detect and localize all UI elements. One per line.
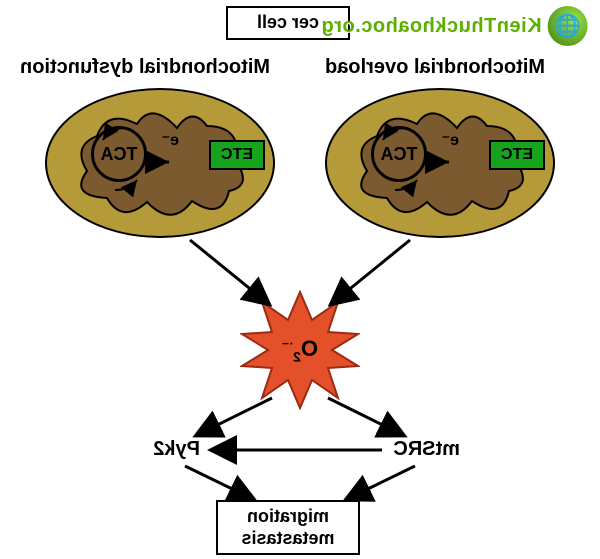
mito-right-title: Mitochondrial dysfunction — [20, 56, 270, 79]
outcome-line1: migration — [228, 506, 348, 528]
electron-label-left: e⁻ — [442, 130, 459, 150]
mito-left-title: Mitochondrial overload — [325, 56, 545, 79]
outcome-line2: metastasis — [228, 528, 348, 550]
superoxide-label: O2·− — [240, 290, 360, 410]
arrows — [0, 0, 600, 559]
etc-tag-right: ETC — [209, 140, 265, 170]
tca-cycle-left: TCA — [371, 126, 427, 182]
watermark-text: KienThuckhoahoc.org — [321, 15, 542, 38]
mito-right: TCA e⁻ ETC — [45, 88, 275, 238]
tca-cycle-right: TCA — [91, 126, 147, 182]
outcome-box: migration metastasis — [216, 500, 360, 555]
etc-tag-left: ETC — [489, 140, 545, 170]
mito-left: TCA e⁻ ETC — [325, 88, 555, 238]
superoxide-burst: O2·− — [240, 290, 360, 410]
diagram-stage: cer cell Mitochondrial overload Mitochon… — [0, 0, 600, 559]
protein-pyk2: Pyk2 — [153, 438, 200, 461]
protein-mtsrc: mtSRC — [393, 438, 460, 461]
tca-label-left: TCA — [381, 144, 418, 165]
watermark: 🌐 KienThuckhoahoc.org — [321, 6, 588, 46]
globe-icon: 🌐 — [548, 6, 588, 46]
tca-label-right: TCA — [101, 144, 138, 165]
electron-label-right: e⁻ — [162, 130, 179, 150]
